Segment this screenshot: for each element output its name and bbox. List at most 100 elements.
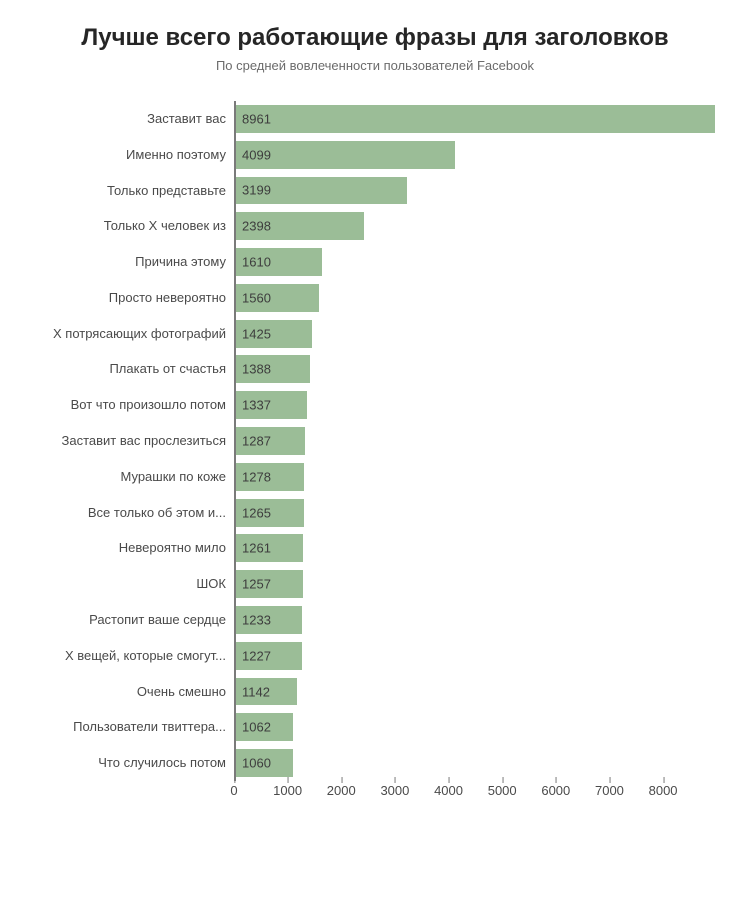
x-tick-mark — [609, 777, 610, 783]
x-tick-mark — [556, 777, 557, 783]
category-label: Плакать от счастья — [109, 355, 236, 383]
bar-row: Невероятно мило1261 — [236, 534, 706, 562]
x-tick-mark — [449, 777, 450, 783]
category-label: Все только об этом и... — [88, 499, 236, 527]
bar-value-label: 1257 — [242, 577, 271, 592]
category-label: Очень смешно — [137, 678, 236, 706]
bar-row: Очень смешно1142 — [236, 678, 706, 706]
bar-value-label: 1425 — [242, 326, 271, 341]
category-label: Мурашки по коже — [120, 463, 236, 491]
bar: 1287 — [236, 427, 305, 455]
x-tick-mark — [502, 777, 503, 783]
bar: 1265 — [236, 499, 304, 527]
chart-container: Лучше всего работающие фразы для заголов… — [0, 0, 750, 905]
category-label: Вот что произошло потом — [71, 391, 236, 419]
bar-row: Заставит вас прослезиться1287 — [236, 427, 706, 455]
bar: 1278 — [236, 463, 304, 491]
bar-value-label: 2398 — [242, 219, 271, 234]
bar-value-label: 1062 — [242, 720, 271, 735]
x-axis: 010002000300040005000600070008000 — [234, 781, 706, 811]
bar-value-label: 1227 — [242, 648, 271, 663]
x-tick-mark — [663, 777, 664, 783]
category-label: Заставит вас прослезиться — [62, 427, 236, 455]
bar: 1227 — [236, 642, 302, 670]
category-label: Заставит вас — [147, 105, 236, 133]
bar-value-label: 1610 — [242, 255, 271, 270]
x-tick-mark — [234, 777, 235, 783]
bar: 1233 — [236, 606, 302, 634]
bar-row: Только представьте3199 — [236, 177, 706, 205]
bar: 8961 — [236, 105, 715, 133]
bar: 4099 — [236, 141, 455, 169]
x-tick-label: 3000 — [380, 783, 409, 798]
bar-value-label: 1233 — [242, 612, 271, 627]
bar-row: Причина этому1610 — [236, 248, 706, 276]
chart-subtitle: По средней вовлеченности пользователей F… — [34, 58, 716, 73]
bar: 1060 — [236, 749, 293, 777]
bar: 1257 — [236, 570, 303, 598]
x-tick-mark — [288, 777, 289, 783]
bar-row: Плакать от счастья1388 — [236, 355, 706, 383]
bar-value-label: 1337 — [242, 398, 271, 413]
bar-value-label: 1278 — [242, 469, 271, 484]
category-label: Х потрясающих фотографий — [53, 320, 236, 348]
category-label: Невероятно мило — [119, 534, 236, 562]
x-tick-label: 8000 — [649, 783, 678, 798]
bar-value-label: 1560 — [242, 290, 271, 305]
category-label: Что случилось потом — [98, 749, 236, 777]
bar-row: Просто невероятно1560 — [236, 284, 706, 312]
bar-row: Х вещей, которые смогут...1227 — [236, 642, 706, 670]
bar-row: Именно поэтому4099 — [236, 141, 706, 169]
bar-row: Пользователи твиттера...1062 — [236, 713, 706, 741]
bar-value-label: 8961 — [242, 111, 271, 126]
bar-row: Заставит вас8961 — [236, 105, 706, 133]
bar-row: Растопит ваше сердце1233 — [236, 606, 706, 634]
category-label: Х вещей, которые смогут... — [65, 642, 236, 670]
bar-value-label: 1265 — [242, 505, 271, 520]
category-label: Именно поэтому — [126, 141, 236, 169]
category-label: ШОК — [196, 570, 236, 598]
bar-value-label: 3199 — [242, 183, 271, 198]
x-tick-label: 7000 — [595, 783, 624, 798]
plot-area: Заставит вас8961 Именно поэтому4099 Только… — [234, 101, 706, 811]
category-label: Пользователи твиттера... — [73, 713, 236, 741]
bar-value-label: 1060 — [242, 756, 271, 771]
bar: 1337 — [236, 391, 307, 419]
bar-value-label: 1388 — [242, 362, 271, 377]
x-tick-label: 2000 — [327, 783, 356, 798]
x-tick-mark — [395, 777, 396, 783]
x-tick-label: 4000 — [434, 783, 463, 798]
bar: 3199 — [236, 177, 407, 205]
bar: 1388 — [236, 355, 310, 383]
bars-area: Заставит вас8961 Именно поэтому4099 Только… — [234, 101, 706, 781]
x-tick-mark — [341, 777, 342, 783]
bar-value-label: 1142 — [242, 684, 270, 699]
chart-title: Лучше всего работающие фразы для заголов… — [34, 24, 716, 52]
bar-row: Только Х человек из2398 — [236, 212, 706, 240]
bar: 1261 — [236, 534, 303, 562]
category-label: Только представьте — [107, 177, 236, 205]
bar: 1425 — [236, 320, 312, 348]
category-label: Растопит ваше сердце — [89, 606, 236, 634]
bar-row: Все только об этом и...1265 — [236, 499, 706, 527]
category-label: Просто невероятно — [109, 284, 236, 312]
bar: 1610 — [236, 248, 322, 276]
x-tick-label: 0 — [230, 783, 237, 798]
bar-row: Вот что произошло потом1337 — [236, 391, 706, 419]
x-tick-label: 6000 — [541, 783, 570, 798]
category-label: Только Х человек из — [104, 212, 236, 240]
bar: 2398 — [236, 212, 364, 240]
bar-row: Х потрясающих фотографий1425 — [236, 320, 706, 348]
bar: 1560 — [236, 284, 319, 312]
bar-value-label: 4099 — [242, 147, 271, 162]
bar-row: Что случилось потом1060 — [236, 749, 706, 777]
category-label: Причина этому — [135, 248, 236, 276]
bar-value-label: 1287 — [242, 433, 271, 448]
x-tick-label: 5000 — [488, 783, 517, 798]
bar-row: Мурашки по коже1278 — [236, 463, 706, 491]
bar: 1062 — [236, 713, 293, 741]
bar: 1142 — [236, 678, 297, 706]
x-tick-label: 1000 — [273, 783, 302, 798]
bar-row: ШОК1257 — [236, 570, 706, 598]
bar-value-label: 1261 — [242, 541, 271, 556]
